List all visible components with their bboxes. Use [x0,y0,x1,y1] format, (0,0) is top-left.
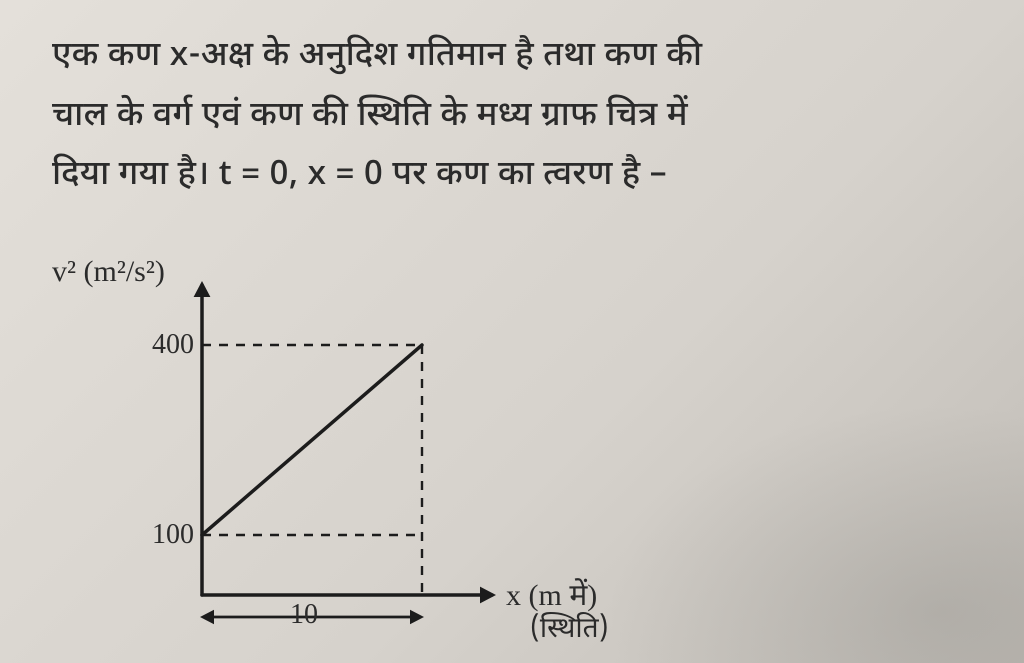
question-text: एक कण x-अक्ष के अनुदिश गतिमान है तथा कण … [52,28,980,207]
question-line-2: चाल के वर्ग एवं कण की स्थिति के मध्य ग्र… [52,88,980,148]
x-span-label: 10 [290,599,318,631]
y-tick-400: 400 [138,329,194,361]
page-root: एक कण x-अक्ष के अनुदिश गतिमान है तथा कण … [0,0,1024,663]
vsq-vs-x-chart: v² (m²/s²) 400 100 10 x (m में) (स्थिति) [52,255,612,655]
y-axis-label: v² (m²/s²) [52,255,165,289]
question-line-1: एक कण x-अक्ष के अनुदिश गतिमान है तथा कण … [52,28,980,88]
y-tick-100: 100 [138,519,194,551]
x-axis-sublabel: (स्थिति) [530,613,609,649]
x-axis-label: x (m में) [506,573,597,614]
photo-vignette [604,403,1024,663]
question-line-3: दिया गया है। t = 0, x = 0 पर कण का त्वरण… [52,147,980,207]
